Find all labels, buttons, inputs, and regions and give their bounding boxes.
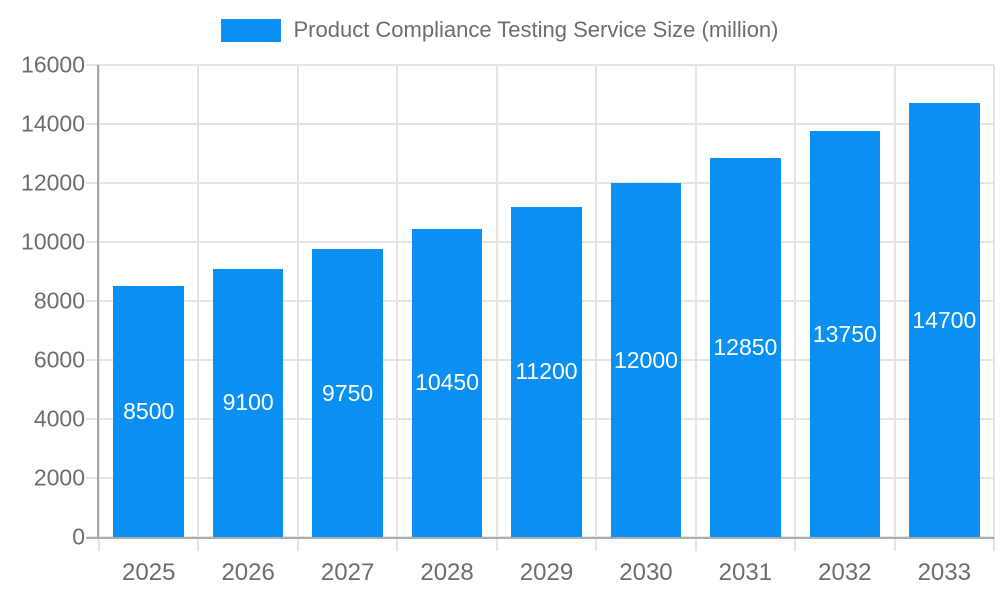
- legend: Product Compliance Testing Service Size …: [0, 17, 1000, 43]
- bar-2025[interactable]: 8500: [113, 286, 184, 537]
- x-boundary-gridline: [694, 65, 697, 551]
- x-tick-label: 2031: [718, 559, 773, 586]
- bar-2030[interactable]: 12000: [610, 183, 682, 537]
- bar-value-label: 9750: [322, 379, 374, 406]
- y-tick-label: 14000: [21, 110, 85, 137]
- y-tick-label: 4000: [33, 405, 85, 432]
- bar-value-label: 8500: [123, 398, 175, 425]
- x-axis-line: [86, 537, 994, 539]
- legend-label: Product Compliance Testing Service Size …: [293, 17, 779, 42]
- x-boundary-gridline: [993, 65, 995, 551]
- bar-2031[interactable]: 12850: [710, 157, 781, 537]
- plot-area: 0 2000 4000 6000 8000 10000 12000 14000 16000 850…: [21, 52, 995, 586]
- bar-2032[interactable]: 13750: [809, 131, 881, 537]
- legend-swatch-icon: [221, 18, 282, 42]
- y-axis-line: [97, 65, 99, 539]
- bar-value-label: 14700: [912, 306, 977, 333]
- bar-2028[interactable]: 10450: [411, 228, 483, 537]
- x-boundary-gridline: [794, 65, 797, 551]
- y-tick-label: 6000: [33, 346, 85, 373]
- x-boundary-gridline: [893, 65, 896, 551]
- bar-value-label: 13750: [812, 320, 877, 347]
- y-tick-label: 12000: [21, 169, 85, 196]
- bar-2029[interactable]: 11200: [511, 206, 582, 537]
- x-tick-label: 2027: [320, 559, 375, 586]
- y-gridline: [86, 182, 994, 184]
- x-boundary-gridline: [396, 65, 399, 551]
- y-tick-label: 10000: [21, 228, 85, 255]
- y-gridline: [86, 123, 994, 125]
- x-tick-label: 2029: [519, 559, 574, 586]
- y-tick-label: 0: [72, 523, 85, 550]
- x-boundary-gridline: [197, 65, 200, 551]
- bar-value-label: 9100: [222, 389, 274, 416]
- bar-value-label: 12850: [713, 333, 778, 360]
- x-tick-label: 2033: [917, 559, 971, 586]
- legend-item[interactable]: Product Compliance Testing Service Size …: [221, 17, 779, 43]
- bar-2026[interactable]: 9100: [212, 268, 284, 537]
- x-tick-label: 2026: [221, 559, 275, 586]
- x-tick-label: 2030: [619, 559, 673, 586]
- x-boundary-gridline: [595, 65, 598, 551]
- bar-2027[interactable]: 9750: [312, 249, 383, 537]
- bar-2033[interactable]: 14700: [908, 103, 980, 537]
- bar-value-label: 11200: [515, 358, 578, 385]
- x-boundary-gridline: [296, 65, 299, 551]
- y-tick-label: 2000: [33, 464, 85, 491]
- y-tick-label: 16000: [21, 51, 85, 78]
- bar-value-label: 12000: [613, 346, 678, 373]
- x-tick-label: 2028: [420, 559, 474, 586]
- y-tick-label: 8000: [33, 287, 85, 314]
- x-boundary-gridline: [98, 65, 100, 551]
- bar-value-label: 10450: [415, 369, 480, 396]
- x-tick-label: 2025: [122, 559, 176, 586]
- x-boundary-gridline: [495, 65, 498, 551]
- x-tick-label: 2032: [818, 559, 872, 586]
- y-gridline: [86, 64, 994, 66]
